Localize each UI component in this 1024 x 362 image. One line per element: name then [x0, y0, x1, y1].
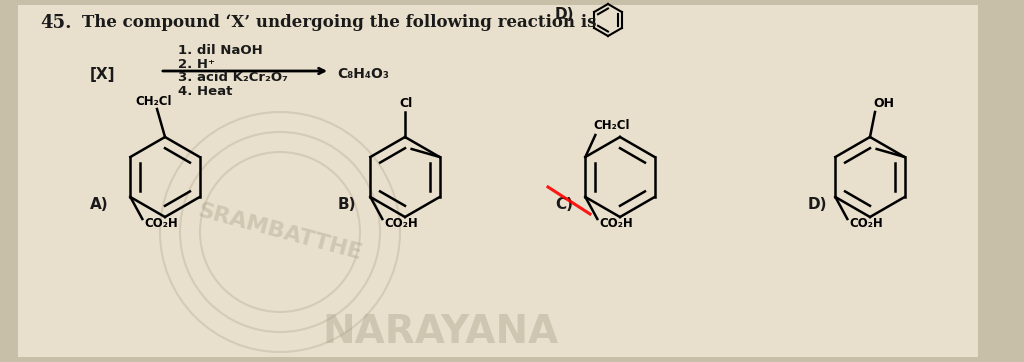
Text: D): D) — [555, 7, 574, 22]
Text: D): D) — [808, 197, 827, 212]
Text: The compound ‘X’ undergoing the following reaction is: The compound ‘X’ undergoing the followin… — [82, 14, 597, 31]
Text: C₈H₄O₃: C₈H₄O₃ — [337, 67, 389, 81]
Text: [X]: [X] — [90, 67, 116, 82]
Text: 45.: 45. — [40, 14, 72, 32]
Text: NARAYANA: NARAYANA — [322, 313, 558, 351]
Text: OH: OH — [873, 97, 894, 110]
FancyBboxPatch shape — [18, 5, 978, 357]
Text: SRAMBATTHE: SRAMBATTHE — [196, 201, 365, 264]
Text: 2. H⁺: 2. H⁺ — [178, 58, 215, 71]
Text: B): B) — [338, 197, 356, 212]
Text: CO₂H: CO₂H — [849, 217, 883, 230]
Text: CO₂H: CO₂H — [384, 217, 418, 230]
Text: 3. acid K₂Cr₂O₇: 3. acid K₂Cr₂O₇ — [178, 71, 288, 84]
Text: CH₂Cl: CH₂Cl — [135, 95, 171, 108]
Text: A): A) — [90, 197, 109, 212]
Text: 1. dil NaOH: 1. dil NaOH — [178, 44, 263, 57]
Text: C): C) — [555, 197, 573, 212]
Text: Cl: Cl — [399, 97, 413, 110]
Text: CH₂Cl: CH₂Cl — [593, 119, 630, 132]
Text: CO₂H: CO₂H — [144, 217, 178, 230]
Text: 4. Heat: 4. Heat — [178, 85, 232, 98]
Text: CO₂H: CO₂H — [599, 217, 633, 230]
